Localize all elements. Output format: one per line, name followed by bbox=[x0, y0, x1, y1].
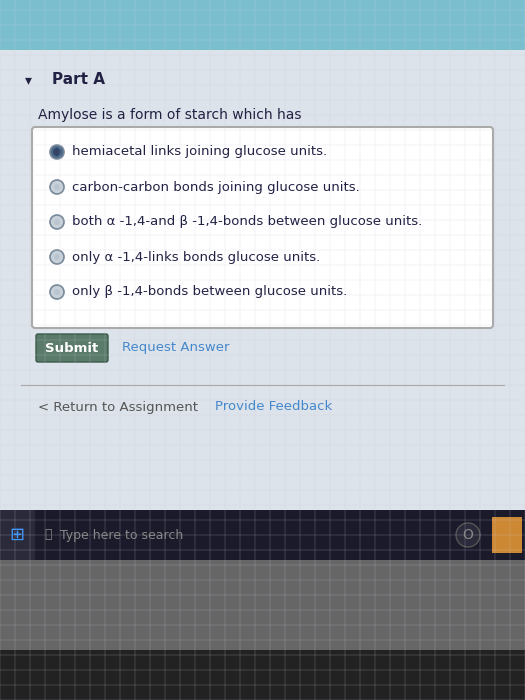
Text: hemiacetal links joining glucose units.: hemiacetal links joining glucose units. bbox=[72, 146, 327, 158]
Circle shape bbox=[456, 523, 480, 547]
FancyBboxPatch shape bbox=[0, 0, 525, 50]
Text: Part A: Part A bbox=[52, 73, 105, 88]
Text: O: O bbox=[463, 528, 474, 542]
FancyBboxPatch shape bbox=[32, 127, 493, 328]
FancyBboxPatch shape bbox=[0, 650, 525, 700]
Circle shape bbox=[50, 145, 64, 159]
FancyBboxPatch shape bbox=[36, 334, 108, 362]
Circle shape bbox=[54, 219, 60, 225]
FancyBboxPatch shape bbox=[492, 517, 522, 553]
Text: Request Answer: Request Answer bbox=[122, 342, 229, 354]
Circle shape bbox=[50, 215, 64, 229]
Text: carbon-carbon bonds joining glucose units.: carbon-carbon bonds joining glucose unit… bbox=[72, 181, 360, 193]
Circle shape bbox=[54, 184, 60, 190]
Text: only α -1,4-links bonds glucose units.: only α -1,4-links bonds glucose units. bbox=[72, 251, 320, 263]
Text: both α -1,4-and β -1,4-bonds between glucose units.: both α -1,4-and β -1,4-bonds between glu… bbox=[72, 216, 422, 228]
Circle shape bbox=[50, 250, 64, 264]
Text: Provide Feedback: Provide Feedback bbox=[215, 400, 332, 414]
FancyBboxPatch shape bbox=[0, 50, 525, 560]
Circle shape bbox=[50, 285, 64, 299]
Text: Type here to search: Type here to search bbox=[60, 528, 183, 542]
Text: < Return to Assignment: < Return to Assignment bbox=[38, 400, 198, 414]
FancyBboxPatch shape bbox=[0, 560, 525, 650]
Text: ⌕: ⌕ bbox=[44, 528, 52, 542]
FancyBboxPatch shape bbox=[0, 510, 525, 560]
FancyBboxPatch shape bbox=[0, 510, 35, 560]
Text: Amylose is a form of starch which has: Amylose is a form of starch which has bbox=[38, 108, 301, 122]
Text: only β -1,4-bonds between glucose units.: only β -1,4-bonds between glucose units. bbox=[72, 286, 347, 298]
Circle shape bbox=[50, 180, 64, 194]
Text: ▾: ▾ bbox=[25, 73, 32, 87]
Text: Submit: Submit bbox=[45, 342, 99, 354]
Circle shape bbox=[54, 289, 60, 295]
Circle shape bbox=[53, 148, 61, 156]
Circle shape bbox=[54, 254, 60, 260]
Text: ⊞: ⊞ bbox=[9, 526, 25, 544]
